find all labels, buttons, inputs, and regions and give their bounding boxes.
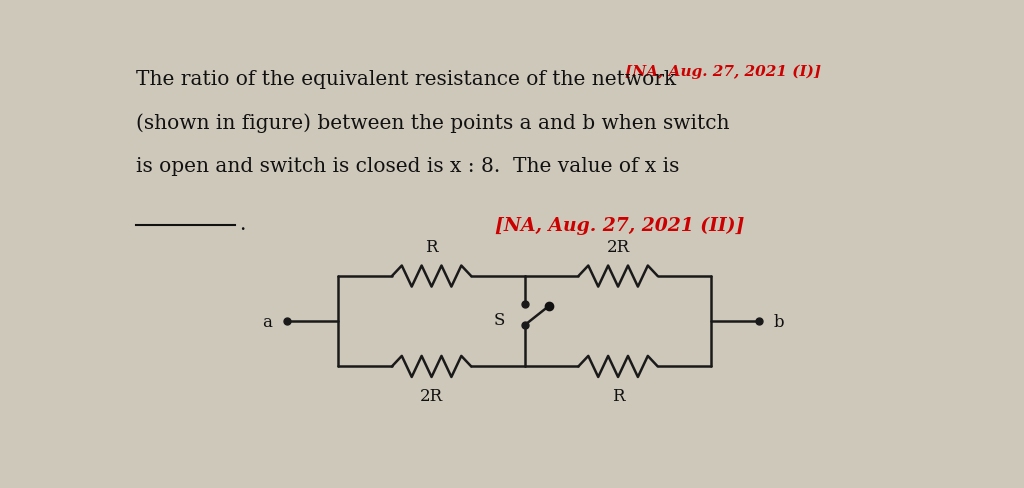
Text: 2R: 2R [606,239,630,256]
Text: S: S [494,311,505,328]
Text: a: a [262,313,272,330]
Text: b: b [773,313,783,330]
Text: 2R: 2R [420,387,443,405]
Text: R: R [611,387,625,405]
Text: The ratio of the equivalent resistance of the network: The ratio of the equivalent resistance o… [136,70,676,89]
Text: is open and switch is closed is x : 8.  The value of x is: is open and switch is closed is x : 8. T… [136,156,679,175]
Text: [NA, Aug. 27, 2021 (I)]: [NA, Aug. 27, 2021 (I)] [625,64,821,79]
Text: .: . [240,214,246,233]
Text: R: R [425,239,438,256]
Text: [NA, Aug. 27, 2021 (II)]: [NA, Aug. 27, 2021 (II)] [496,217,744,235]
Text: (shown in figure) between the points a and b when switch: (shown in figure) between the points a a… [136,113,729,133]
